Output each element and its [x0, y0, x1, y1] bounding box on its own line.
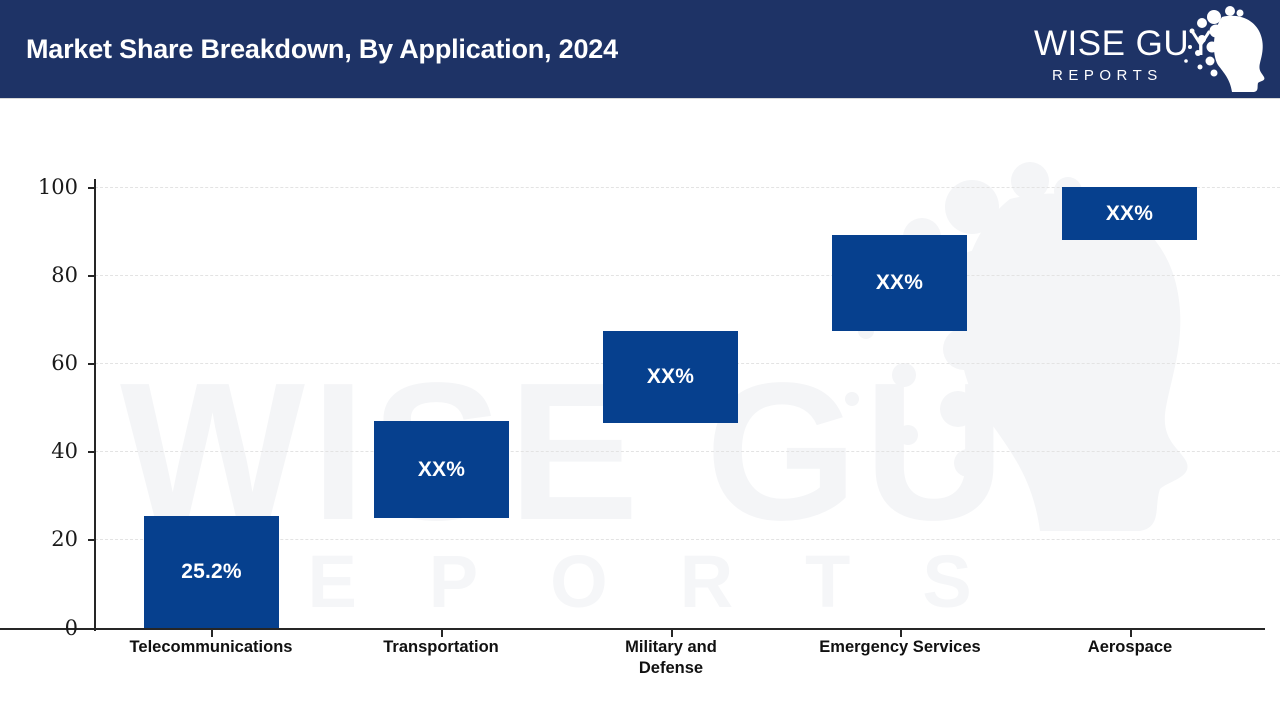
- xtick-mark-3: [900, 630, 902, 637]
- y-axis-line: [94, 179, 96, 631]
- bar-transportation[interactable]: XX%: [374, 421, 509, 518]
- xtick-label-emergency-services: Emergency Services: [819, 638, 981, 656]
- xtick-label-telecommunications: Telecommunications: [129, 638, 293, 656]
- ytick-label-40: 40: [51, 439, 78, 463]
- svg-text:REPORTS: REPORTS: [1052, 67, 1163, 84]
- x-axis-line: [0, 628, 1265, 630]
- ytick-mark-20: [88, 539, 96, 541]
- xtick-mark-1: [441, 630, 443, 637]
- plot-region: 100 80 60 40 20 0 25.2% XX% XX% XX% XX% …: [0, 99, 1280, 720]
- ytick-label-100: 100: [37, 175, 78, 199]
- chart-area: WISE GUY REPORTS 100 80 60 40 20 0: [0, 98, 1280, 720]
- gridline-40: [95, 451, 1280, 452]
- wise-guy-reports-logo: WISE GUY REPORTS: [1026, 3, 1272, 95]
- bar-label-military-and-defense: XX%: [646, 365, 695, 388]
- gridline-80: [95, 275, 1280, 276]
- xtick-mark-4: [1130, 630, 1132, 637]
- ytick-mark-80: [88, 275, 96, 277]
- ytick-mark-0: [88, 628, 96, 630]
- svg-text:WISE GUY: WISE GUY: [1034, 24, 1213, 63]
- page-title: Market Share Breakdown, By Application, …: [26, 33, 618, 64]
- ytick-mark-40: [88, 451, 96, 453]
- xtick-mark-0: [211, 630, 213, 637]
- ytick-label-20: 20: [51, 527, 78, 551]
- page-header: Market Share Breakdown, By Application, …: [0, 0, 1280, 98]
- ytick-label-0: 0: [64, 616, 78, 640]
- bar-aerospace[interactable]: XX%: [1062, 187, 1197, 240]
- ytick-mark-60: [88, 363, 96, 365]
- bar-label-telecommunications: 25.2%: [181, 560, 242, 583]
- bar-label-aerospace: XX%: [1105, 201, 1154, 225]
- gridline-100: [95, 187, 1280, 188]
- bar-label-transportation: XX%: [417, 457, 466, 481]
- gridline-20: [95, 539, 1280, 540]
- xtick-label-aerospace: Aerospace: [1087, 638, 1173, 656]
- bar-telecommunications[interactable]: 25.2%: [144, 516, 279, 628]
- logo-svg: WISE GUY REPORTS: [1034, 6, 1265, 92]
- xtick-mark-2: [671, 630, 673, 637]
- xtick-label-military-and-defense: Military and Defense: [625, 638, 717, 677]
- bar-emergency-services[interactable]: XX%: [832, 235, 967, 331]
- ytick-label-60: 60: [51, 351, 78, 375]
- bar-military-and-defense[interactable]: XX%: [603, 331, 738, 423]
- ytick-mark-100: [88, 187, 96, 189]
- ytick-label-80: 80: [51, 263, 78, 287]
- bar-label-emergency-services: XX%: [875, 271, 924, 294]
- xtick-label-transportation: Transportation: [383, 638, 499, 656]
